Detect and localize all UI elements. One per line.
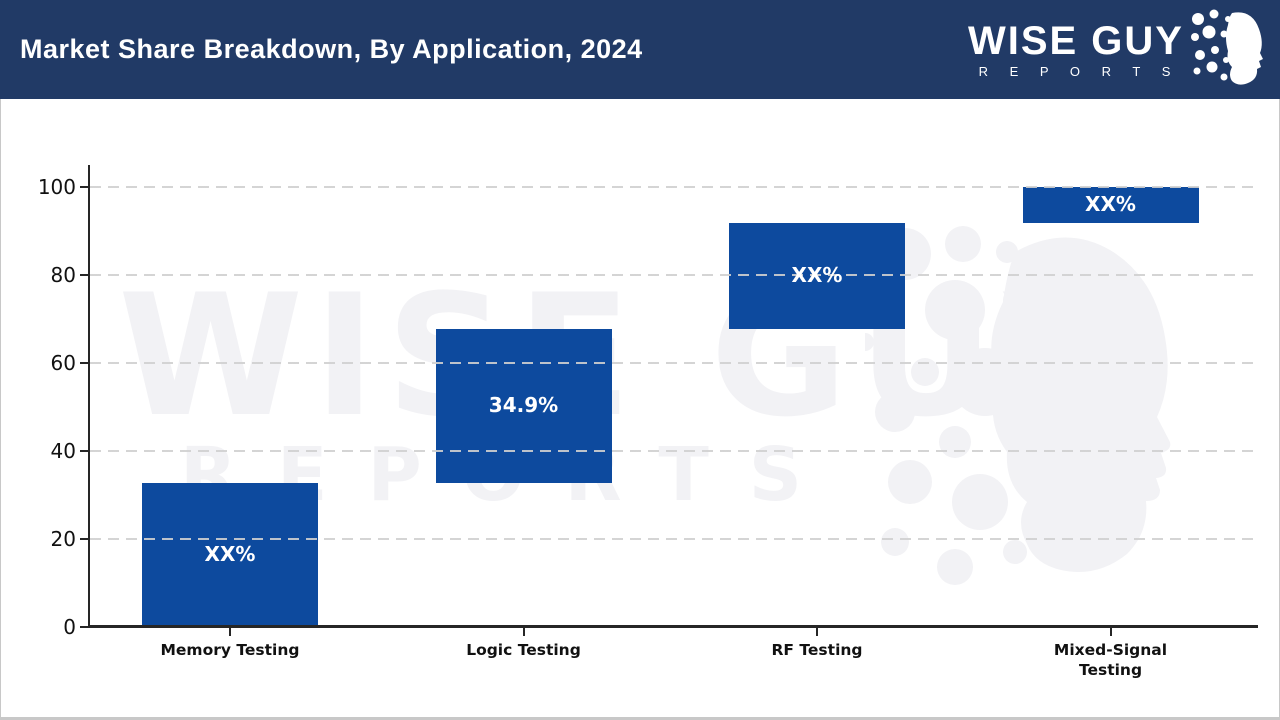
x-axis-spine [88, 625, 1258, 628]
x-tick-3 [816, 628, 818, 636]
y-tick-label-100: 100 [37, 175, 76, 199]
bar-value-label: XX% [791, 262, 843, 287]
gridline-40 [90, 450, 1256, 452]
y-axis-spine [88, 165, 90, 627]
bar-value-label: XX% [204, 541, 256, 566]
gridline-100 [90, 186, 1256, 188]
bar-memory-testing[interactable] [142, 482, 318, 626]
logo-face-icon [1188, 7, 1266, 93]
y-tick-label-0: 0 [63, 615, 76, 639]
y-tick-100 [80, 186, 88, 188]
header-bar: Market Share Breakdown, By Application, … [0, 0, 1280, 99]
x-tick-4 [1109, 628, 1112, 636]
category-label: RF Testing [771, 641, 863, 659]
y-tick-label-60: 60 [50, 351, 76, 375]
category-label: Logic Testing [466, 641, 581, 659]
gridline-60 [90, 362, 1256, 364]
bar-value-label: XX% [1085, 191, 1136, 216]
y-tick-label-20: 20 [50, 527, 76, 551]
category-label: Memory Testing [160, 641, 300, 659]
wiseguy-logo: WISE GUY R E P O R T S [968, 7, 1280, 93]
logo-wordmark: WISE GUY [967, 19, 1184, 63]
y-tick-60 [80, 362, 88, 364]
x-tick-2 [522, 628, 525, 636]
y-tick-80 [80, 274, 88, 276]
category-label: Mixed-Signal Testing [1053, 641, 1168, 680]
x-tick-1 [229, 628, 231, 636]
watermark-face-icon [856, 222, 1185, 626]
y-tick-label-80: 80 [50, 263, 76, 287]
y-tick-40 [80, 450, 88, 452]
logo-text: WISE GUY R E P O R T S [968, 21, 1184, 78]
logo-subtitle: R E P O R T S [978, 64, 1180, 79]
bar-value-label: 34.9% [488, 392, 559, 417]
y-tick-label-40: 40 [50, 439, 76, 463]
bar-logic-testing[interactable] [435, 329, 612, 483]
gridline-20 [90, 538, 1256, 540]
gridline-80 [90, 274, 1256, 276]
bar-mixed-signal-testing[interactable] [1022, 187, 1199, 223]
chart-title: Market Share Breakdown, By Application, … [20, 34, 643, 64]
y-tick-0 [80, 626, 88, 628]
y-tick-20 [80, 538, 88, 540]
